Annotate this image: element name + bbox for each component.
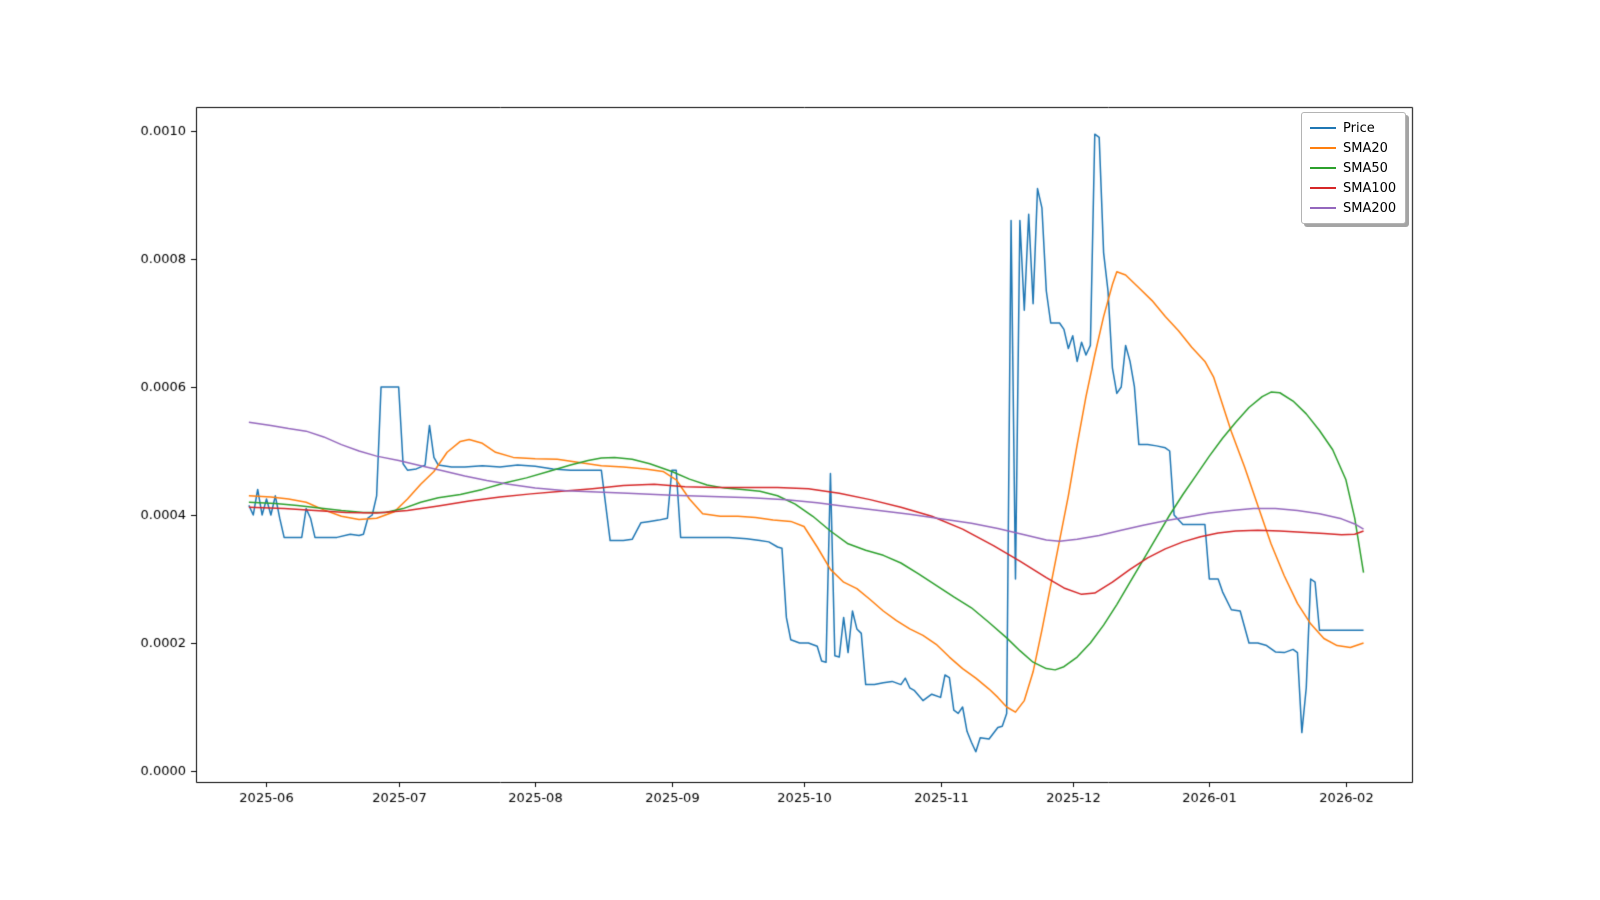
legend-label: SMA20 [1343, 140, 1388, 156]
legend-item: SMA100 [1310, 178, 1396, 198]
legend-line-sample [1310, 127, 1336, 129]
legend-item: Price [1310, 118, 1396, 138]
legend-label: SMA100 [1343, 180, 1397, 196]
legend-label: SMA50 [1343, 160, 1388, 176]
legend-label: SMA200 [1343, 200, 1397, 216]
legend-item: SMA20 [1310, 138, 1396, 158]
legend-line-sample [1310, 187, 1336, 189]
legend: Price SMA20 SMA50 SMA100 SMA200 [1301, 112, 1407, 224]
legend-line-sample [1310, 147, 1336, 149]
legend-item: SMA50 [1310, 158, 1396, 178]
legend-item: SMA200 [1310, 198, 1396, 218]
legend-line-sample [1310, 207, 1336, 209]
legend-label: Price [1343, 120, 1375, 136]
legend-line-sample [1310, 167, 1336, 169]
